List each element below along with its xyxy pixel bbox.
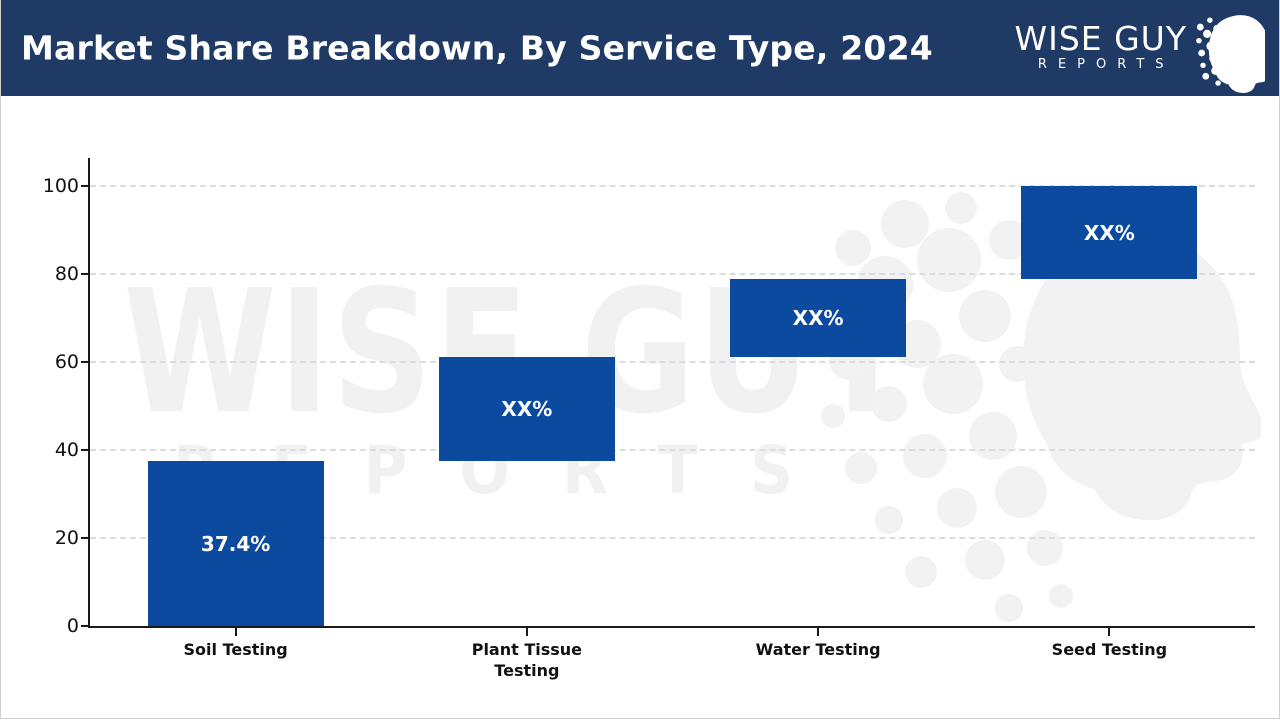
x-tick-mark bbox=[525, 628, 528, 636]
x-tick-label-3: Water Testing bbox=[755, 640, 881, 659]
x-tick-label-4: Seed Testing bbox=[1051, 640, 1168, 659]
chart-title: Market Share Breakdown, By Service Type,… bbox=[21, 28, 933, 68]
x-tick-label-2: Plant Tissue Testing bbox=[471, 640, 583, 680]
logo-wordmark: WISE GUY bbox=[1014, 19, 1187, 58]
y-tick-label: 60 bbox=[54, 351, 79, 373]
bar-label: XX% bbox=[501, 397, 553, 422]
gridline-40 bbox=[90, 449, 1255, 451]
gridline-80 bbox=[90, 273, 1255, 275]
y-tick-mark bbox=[81, 273, 89, 275]
bar-2: XX% bbox=[438, 356, 615, 462]
bar-label: XX% bbox=[792, 305, 844, 330]
y-tick-mark bbox=[81, 449, 89, 451]
bar-3: XX% bbox=[730, 279, 907, 357]
logo-head-icon bbox=[1196, 15, 1265, 93]
wise-guy-reports-logo: WISE GUY REPORTS bbox=[1014, 6, 1265, 93]
x-tick-mark bbox=[234, 628, 237, 636]
bar-1: 37.4% bbox=[147, 461, 324, 626]
y-tick-mark bbox=[81, 537, 89, 539]
gridline-100 bbox=[90, 185, 1255, 187]
header-band: Market Share Breakdown, By Service Type,… bbox=[1, 0, 1279, 96]
y-tick-label: 80 bbox=[54, 263, 79, 285]
y-tick-label: 0 bbox=[66, 615, 79, 637]
bar-label: XX% bbox=[1083, 220, 1135, 245]
y-tick-mark bbox=[81, 625, 89, 627]
x-tick-mark bbox=[1108, 628, 1111, 636]
x-axis-spine bbox=[88, 626, 1255, 628]
y-tick-label: 100 bbox=[42, 175, 79, 197]
y-tick-label: 20 bbox=[54, 527, 79, 549]
x-tick-label-1: Soil Testing bbox=[183, 640, 288, 659]
logo-subtitle: REPORTS bbox=[1037, 56, 1175, 72]
watermark-head-icon bbox=[815, 192, 1261, 622]
gridline-20 bbox=[90, 537, 1255, 539]
bar-4: XX% bbox=[1021, 186, 1198, 280]
bar-label: 37.4% bbox=[200, 531, 271, 556]
y-tick-label: 40 bbox=[54, 439, 79, 461]
y-axis-spine bbox=[88, 158, 90, 628]
gridline-60 bbox=[90, 361, 1255, 363]
y-tick-mark bbox=[81, 361, 89, 363]
y-tick-mark bbox=[81, 185, 89, 187]
logo-text: WISE GUY REPORTS bbox=[1014, 19, 1187, 72]
x-tick-mark bbox=[817, 628, 820, 636]
